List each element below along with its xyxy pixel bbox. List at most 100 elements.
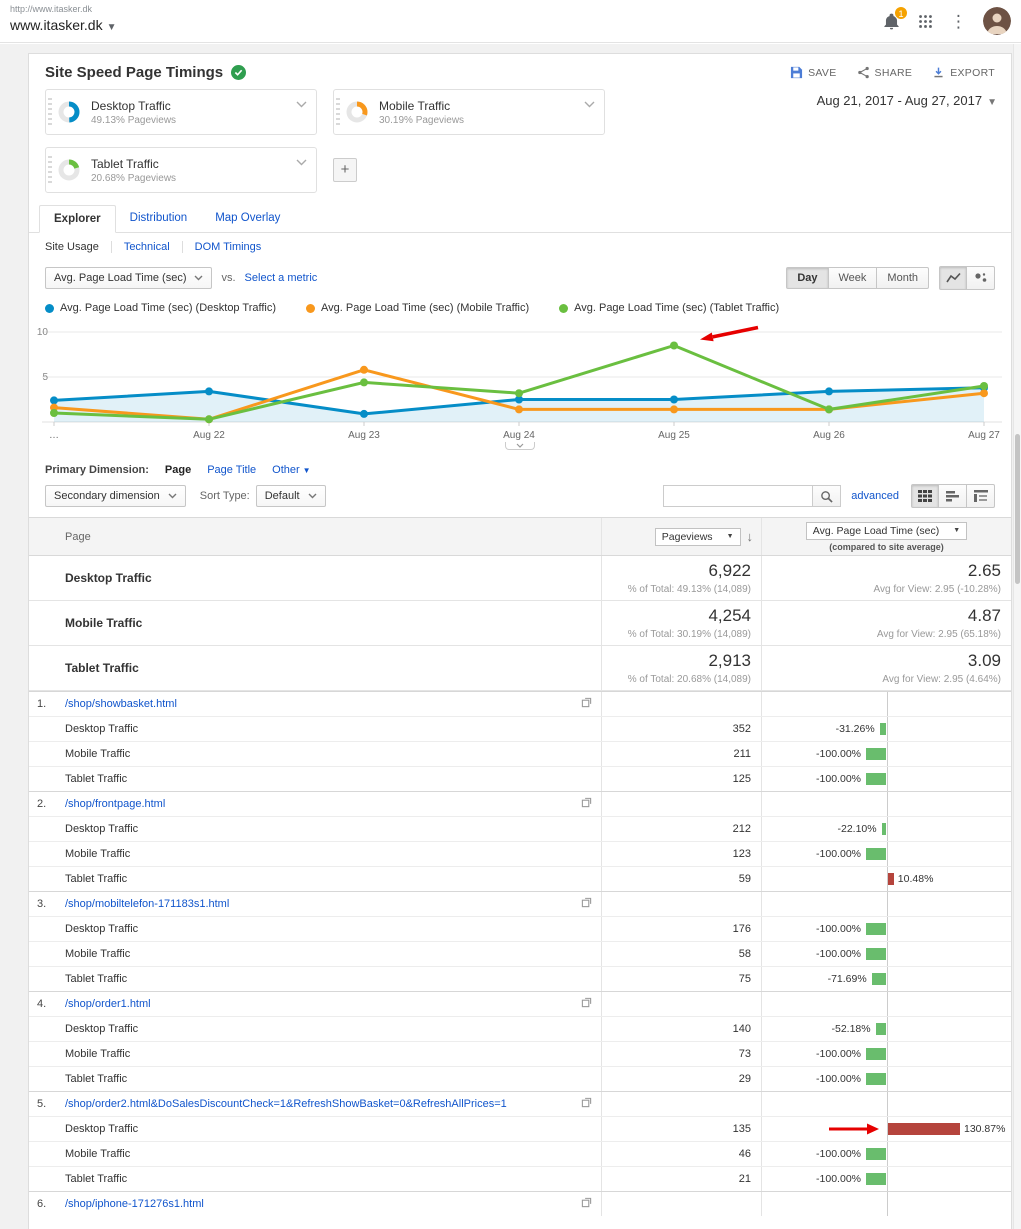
scrollbar[interactable] (1013, 44, 1021, 1229)
open-page-icon[interactable] (581, 897, 592, 911)
legend-dot (45, 303, 54, 313)
summary-metric: 3.09 (967, 651, 1001, 670)
page-link[interactable]: /shop/showbasket.html (65, 698, 177, 710)
delta-bar-negative (866, 773, 886, 785)
open-page-icon[interactable] (581, 697, 592, 711)
segment-data-row: Desktop Traffic 176 -100.00% (29, 916, 1011, 941)
pivot-view-button[interactable] (967, 484, 995, 508)
sort-type-select[interactable]: Default (255, 485, 326, 507)
baseline (887, 792, 888, 816)
delta-value: -71.69% (827, 973, 867, 985)
segment-options-chevron[interactable] (296, 155, 307, 169)
segment-options-chevron[interactable] (296, 97, 307, 111)
delta-bar-positive (888, 1123, 960, 1135)
share-button[interactable]: SHARE (857, 66, 913, 79)
search-button[interactable] (813, 485, 842, 507)
segment-card[interactable]: Desktop Traffic 49.13% Pageviews (45, 89, 317, 135)
metric-select[interactable]: Avg. Page Load Time (sec) (45, 267, 213, 289)
row-number: 4. (37, 998, 47, 1010)
export-button[interactable]: EXPORT (932, 66, 995, 79)
apps-grid-button[interactable] (917, 13, 934, 30)
baseline (887, 1017, 888, 1041)
subtab-dom-timings[interactable]: DOM Timings (181, 241, 274, 253)
segment-donut-chart (346, 101, 368, 123)
row-segment-name: Tablet Traffic (65, 773, 128, 785)
subtab-site-usage[interactable]: Site Usage (45, 241, 99, 253)
open-page-icon[interactable] (581, 1097, 592, 1111)
open-page-icon[interactable] (581, 797, 592, 811)
row-pageviews: 29 (601, 1067, 761, 1091)
tab-explorer[interactable]: Explorer (39, 205, 116, 233)
segment-drag-handle[interactable] (48, 156, 52, 184)
page-link[interactable]: /shop/frontpage.html (65, 798, 166, 810)
page-link[interactable]: /shop/order1.html (65, 998, 151, 1010)
delta-bar-negative (866, 1148, 886, 1160)
svg-text:Aug 25: Aug 25 (658, 430, 690, 441)
tab-map-overlay[interactable]: Map Overlay (215, 212, 281, 224)
segment-card[interactable]: Tablet Traffic 20.68% Pageviews (45, 147, 317, 193)
avatar[interactable] (983, 7, 1011, 35)
chevron-down-icon (168, 493, 177, 499)
primary-dimension-page-title[interactable]: Page Title (207, 464, 257, 476)
segment-data-row: Tablet Traffic 125 -100.00% (29, 766, 1011, 791)
date-range-picker[interactable]: Aug 21, 2017 - Aug 27, 2017 ▼ (816, 93, 997, 108)
pivot-view-icon (973, 490, 988, 502)
row-pageviews: 59 (601, 867, 761, 891)
open-page-icon[interactable] (581, 997, 592, 1011)
tab-distribution[interactable]: Distribution (129, 212, 188, 224)
delta-value: 10.48% (897, 873, 934, 885)
row-number: 3. (37, 898, 47, 910)
comparison-view-button[interactable] (939, 484, 967, 508)
sort-descending-icon[interactable]: ↓ (746, 529, 754, 544)
select-metric-link[interactable]: Select a metric (244, 272, 318, 284)
delta-bar-negative (866, 1173, 886, 1185)
page-row: 4. /shop/order1.html (29, 991, 1011, 1016)
add-segment-button[interactable]: + (333, 158, 357, 182)
table-body: 1. /shop/showbasket.html Desktop Traffic 35… (29, 691, 1011, 1216)
page-link[interactable]: /shop/iphone-171276s1.html (65, 1198, 204, 1210)
delta-value: -100.00% (816, 773, 861, 785)
line-chart-view-button[interactable] (939, 266, 967, 290)
chart-collapse-handle[interactable] (505, 442, 535, 450)
segment-drag-handle[interactable] (48, 98, 52, 126)
top-header: http://www.itasker.dk www.itasker.dk ▼ 1 … (0, 0, 1021, 43)
row-pageviews: 125 (601, 767, 761, 791)
search-input[interactable] (663, 485, 814, 507)
more-options-button[interactable]: ⋮ (950, 11, 967, 31)
segment-drag-handle[interactable] (336, 98, 340, 126)
segment-options-chevron[interactable] (584, 97, 595, 111)
account-switcher[interactable]: www.itasker.dk ▼ (10, 17, 117, 33)
scrollbar-thumb[interactable] (1015, 434, 1020, 584)
motion-chart-view-button[interactable] (967, 266, 995, 290)
segment-card[interactable]: Mobile Traffic 30.19% Pageviews (333, 89, 605, 135)
page-link[interactable]: /shop/order2.html&DoSalesDiscountCheck=1… (65, 1098, 507, 1110)
summary-segment-name: Desktop Traffic (65, 571, 152, 585)
granularity-day[interactable]: Day (786, 267, 829, 289)
baseline (887, 1092, 888, 1116)
granularity-month[interactable]: Month (877, 267, 929, 289)
open-page-icon[interactable] (581, 1197, 592, 1211)
metric-column-subtitle: (compared to site average) (829, 541, 944, 552)
baseline (887, 767, 888, 791)
timeseries-chart[interactable]: 5 10 … Aug 22 Aug 23 Aug 24 Aug 25 Aug 26 Aug 27 (29, 314, 1011, 442)
notifications-button[interactable]: 1 (882, 5, 908, 31)
granularity-week[interactable]: Week (828, 267, 878, 289)
pageviews-column-select[interactable]: Pageviews ▼ (654, 527, 741, 546)
save-button[interactable]: SAVE (790, 66, 836, 79)
secondary-dimension-button[interactable]: Secondary dimension (45, 485, 186, 507)
page-link[interactable]: /shop/mobiltelefon-171183s1.html (65, 898, 230, 910)
page-row: 6. /shop/iphone-171276s1.html (29, 1191, 1011, 1216)
segment-data-row: Mobile Traffic 58 -100.00% (29, 941, 1011, 966)
data-table-view-button[interactable] (911, 484, 939, 508)
advanced-link[interactable]: advanced (851, 490, 899, 502)
primary-dimension-other[interactable]: Other ▼ (272, 464, 311, 476)
metric-column-select[interactable]: Avg. Page Load Time (sec) ▼ (805, 521, 968, 540)
svg-text:Aug 22: Aug 22 (193, 430, 225, 441)
row-pageviews: 21 (601, 1167, 761, 1191)
summary-row: Tablet Traffic 2,913 % of Total: 20.68% (1… (29, 646, 1011, 691)
subtab-technical[interactable]: Technical (110, 241, 182, 253)
primary-dimension-page[interactable]: Page (164, 464, 192, 476)
svg-text:Aug 24: Aug 24 (503, 430, 535, 441)
page-title: Site Speed Page Timings (45, 64, 224, 81)
delta-value: -31.26% (835, 723, 875, 735)
